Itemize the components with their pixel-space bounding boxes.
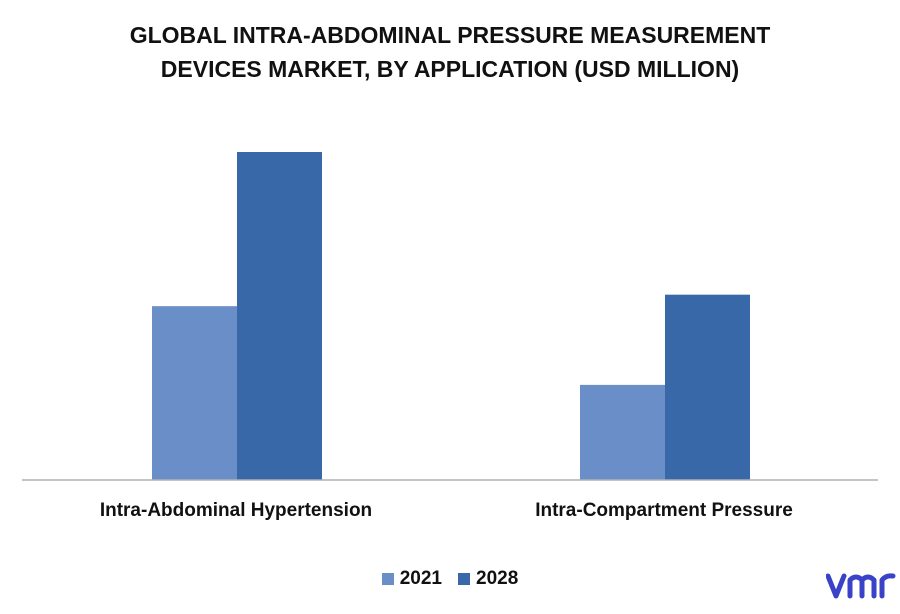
legend-label-2028: 2028 xyxy=(476,568,519,589)
bar-2021-category-2 xyxy=(580,384,665,480)
legend-item-2028: 2028 xyxy=(458,568,518,590)
category-label-intra-abdominal-hypertension: Intra-Abdominal Hypertension xyxy=(99,500,373,521)
bar-2028-category-1 xyxy=(237,152,322,480)
category-label-intra-compartment-pressure: Intra-Compartment Pressure xyxy=(535,500,793,521)
legend-label-2021: 2021 xyxy=(399,568,442,589)
vmr-logo-icon xyxy=(826,573,896,599)
bar-2021-category-1 xyxy=(152,306,237,480)
chart-title-line-2: DEVICES MARKET, BY APPLICATION (USD MILL… xyxy=(160,56,740,82)
legend-swatch-2028 xyxy=(458,573,470,585)
legend-item-2021: 2021 xyxy=(381,568,442,590)
legend-swatch-2021 xyxy=(381,573,394,585)
chart-title-line-1: GLOBAL INTRA-ABDOMINAL PRESSURE MEASUREM… xyxy=(129,22,771,48)
legend: 2021 2028 xyxy=(0,568,900,590)
chart-title: GLOBAL INTRA-ABDOMINAL PRESSURE MEASUREM… xyxy=(0,18,900,86)
bar-2028-category-2 xyxy=(665,294,750,480)
